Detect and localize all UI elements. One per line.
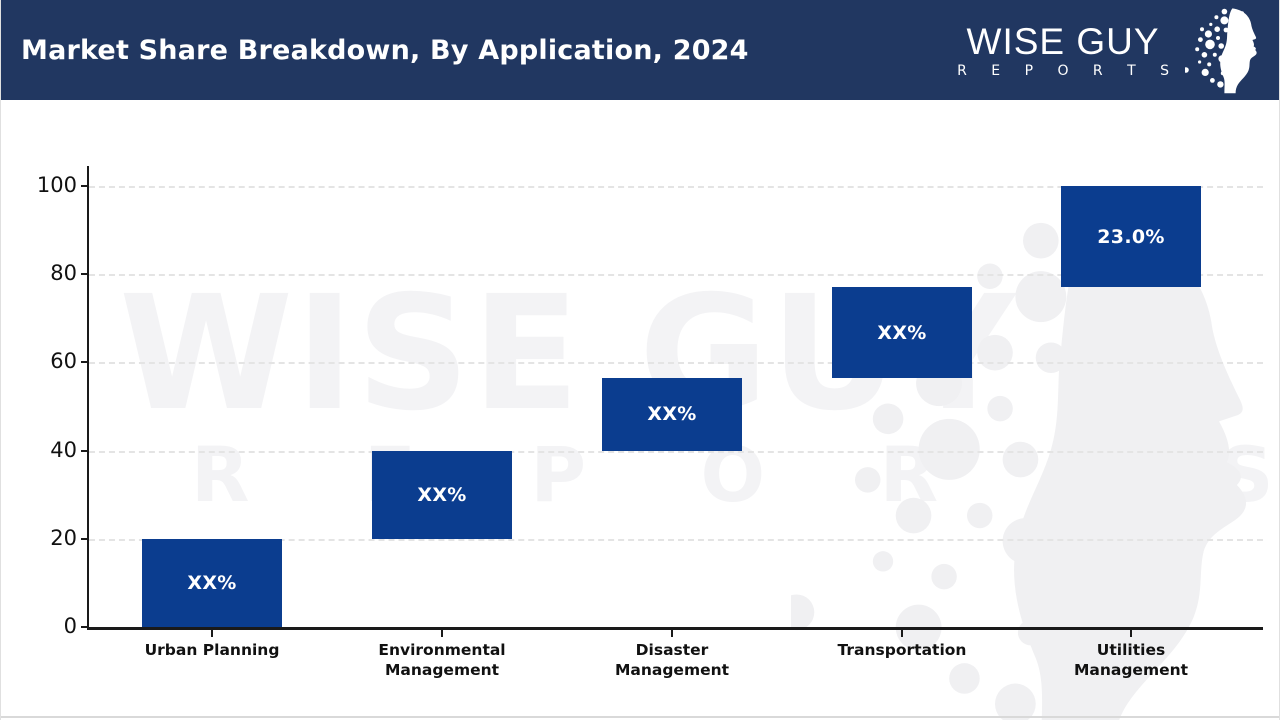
y-axis-label: 100 (36, 173, 77, 197)
gridline-100 (89, 186, 1263, 188)
y-axis-label: 60 (50, 349, 77, 374)
x-axis-tick (441, 630, 443, 637)
y-axis-label: 40 (50, 437, 77, 462)
bar-segment: XX% (372, 450, 512, 539)
gridline-60 (89, 362, 1263, 365)
logo-subtitle: R E P O R T S (957, 62, 1179, 79)
x-axis-tick (1130, 630, 1132, 637)
x-axis-category-label: Disaster Management (614, 641, 730, 679)
y-axis-line (87, 166, 89, 630)
header-bar: Market Share Breakdown, By Application, … (1, 0, 1279, 100)
y-axis-tick (81, 449, 89, 452)
gridline-80 (89, 274, 1263, 277)
bar-segment: XX% (602, 377, 742, 451)
bar-value-label: XX% (187, 571, 237, 594)
y-axis-tick (81, 185, 89, 187)
page-title: Market Share Breakdown, By Application, … (21, 34, 749, 66)
x-axis-category-label: Transportation (837, 641, 967, 659)
x-axis-category-label: Urban Planning (144, 641, 280, 659)
logo-wordmark: WISE GUY (966, 20, 1160, 62)
bar-segment: XX% (142, 538, 282, 627)
y-axis-label: 0 (63, 614, 77, 638)
bar-value-label: XX% (877, 321, 927, 344)
logo-text: WISE GUY R E P O R T S (947, 23, 1179, 78)
y-axis-tick (81, 273, 89, 276)
y-axis-tick (81, 361, 89, 364)
logo-head-icon (1185, 8, 1257, 94)
y-axis-tick (81, 537, 89, 540)
gridline-40 (89, 450, 1263, 453)
waterfall-chart: 0 20 40 60 80 100 XX% Urban Planning XX% Environm… (1, 100, 1279, 720)
bar-value-label: XX% (647, 403, 697, 426)
x-axis-tick (901, 630, 903, 637)
y-axis-label: 80 (50, 261, 77, 286)
bar-segment: 23.0% (1061, 186, 1201, 288)
gridline-20 (89, 538, 1263, 541)
x-axis-tick (671, 630, 673, 637)
wise-guy-logo: WISE GUY R E P O R T S (947, 6, 1267, 94)
x-axis-tick (211, 630, 213, 637)
bar-segment: XX% (832, 287, 972, 378)
bar-value-label: XX% (417, 483, 467, 506)
bar-value-label: 23.0% (1097, 225, 1165, 248)
y-axis-label: 20 (50, 525, 77, 550)
x-axis-line (87, 627, 1263, 630)
x-axis-category-label: Utilities Management (1073, 641, 1189, 679)
x-axis-category-label: Environmental Management (378, 641, 506, 679)
bottom-border (1, 716, 1279, 718)
y-axis-tick (81, 626, 89, 628)
